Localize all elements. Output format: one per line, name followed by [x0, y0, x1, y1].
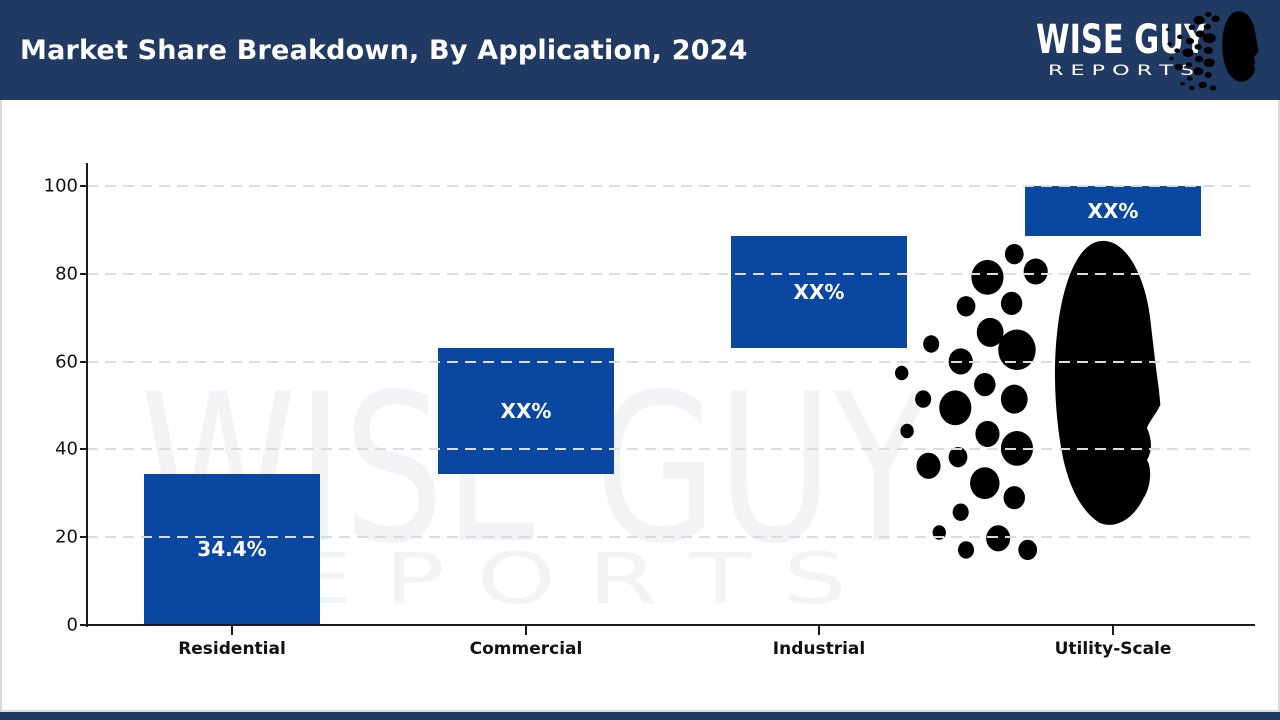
x-category-label-0: Residential — [178, 639, 286, 659]
y-tick-label-0: 0 — [66, 614, 78, 636]
x-tick-2 — [818, 626, 820, 635]
gridline-80 — [87, 272, 1255, 275]
gridline-60 — [87, 360, 1255, 363]
y-tick-20 — [80, 536, 88, 539]
x-axis-line — [87, 624, 1255, 626]
x-tick-3 — [1112, 626, 1114, 635]
chart-title: Market Share Breakdown, By Application, … — [20, 34, 748, 66]
gridline-100 — [87, 185, 1255, 187]
x-tick-0 — [231, 626, 233, 635]
logo-wordmark: WISE GUY — [1036, 17, 1207, 63]
y-tick-label-100: 100 — [43, 175, 78, 197]
y-tick-100 — [80, 185, 88, 187]
x-category-label-1: Commercial — [469, 639, 583, 659]
watermark-head-icon — [891, 240, 1161, 561]
y-tick-80 — [80, 272, 88, 275]
chart-plot-area: WISE GUY R E P O R T S 0 20 40 60 80 100 34.4%… — [0, 100, 1280, 710]
footer-bar — [0, 710, 1280, 720]
logo-subtext: R E P O R T S — [1048, 63, 1194, 79]
header-bar: Market Share Breakdown, By Application, … — [0, 0, 1280, 100]
y-tick-label-60: 60 — [55, 351, 78, 373]
bar-value-label: XX% — [793, 280, 845, 305]
bar-value-label: XX% — [500, 399, 552, 424]
bar-value-label: XX% — [1087, 199, 1139, 224]
bar-residential: 34.4% — [144, 473, 320, 625]
y-tick-40 — [80, 448, 88, 451]
x-category-label-2: Industrial — [772, 639, 866, 659]
y-tick-label-40: 40 — [55, 438, 78, 460]
bar-industrial: XX% — [731, 236, 907, 349]
y-tick-label-80: 80 — [55, 263, 78, 285]
gridline-40 — [87, 448, 1255, 451]
y-tick-60 — [80, 360, 88, 363]
y-tick-0 — [80, 624, 88, 626]
x-tick-1 — [525, 626, 527, 635]
gridline-20 — [87, 536, 1255, 539]
wise-guy-reports-logo: WISE GUY R E P O R T S — [1036, 11, 1259, 91]
x-category-label-3: Utility-Scale — [1054, 639, 1172, 659]
bar-utility-scale: XX% — [1025, 186, 1201, 237]
bar-commercial: XX% — [438, 348, 614, 474]
y-axis-line — [86, 163, 88, 627]
y-tick-label-20: 20 — [55, 526, 78, 548]
bar-value-label: 34.4% — [197, 537, 267, 562]
